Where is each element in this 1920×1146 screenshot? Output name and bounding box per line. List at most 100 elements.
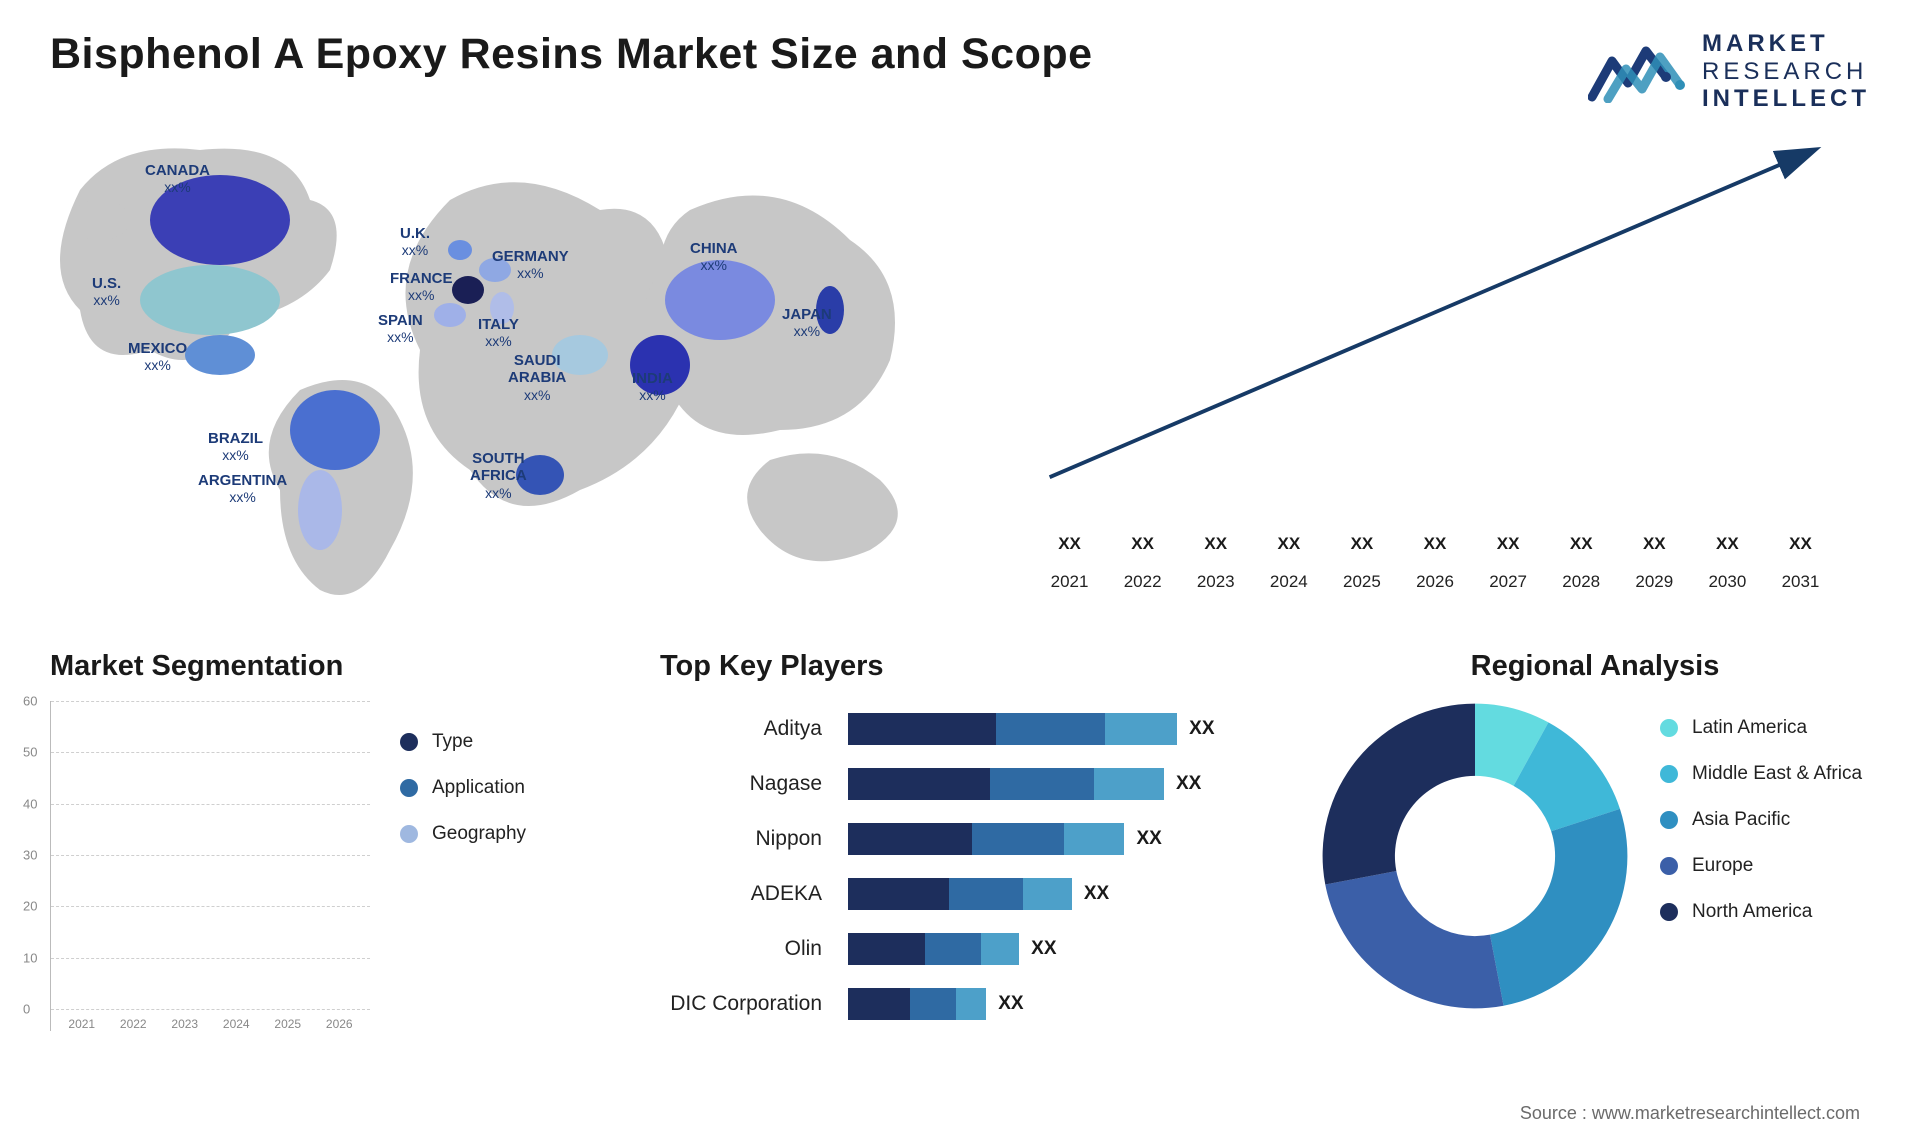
- map-label: SOUTHAFRICAxx%: [470, 450, 527, 501]
- keyplayers-panel: Top Key Players AdityaNagaseNipponADEKAO…: [660, 650, 1270, 1070]
- page-title: Bisphenol A Epoxy Resins Market Size and…: [50, 30, 1093, 79]
- keyplayer-bar-segment: [956, 988, 986, 1020]
- keyplayer-bar-segment: [910, 988, 956, 1020]
- keyplayer-row: XX: [848, 713, 1270, 745]
- map-label: ARGENTINAxx%: [198, 472, 287, 505]
- segmentation-y-tick: 40: [23, 796, 37, 811]
- regional-donut: [1320, 701, 1630, 1011]
- legend-label: North America: [1692, 901, 1812, 923]
- segmentation-x-tick: 2022: [113, 1017, 155, 1031]
- legend-swatch-icon: [1660, 811, 1678, 829]
- keyplayers-labels: AdityaNagaseNipponADEKAOlinDIC Corporati…: [660, 701, 830, 1031]
- segmentation-x-tick: 2023: [164, 1017, 206, 1031]
- keyplayer-bar-segment: [990, 768, 1094, 800]
- growth-x-tick: 2028: [1552, 572, 1611, 592]
- growth-x-tick: 2024: [1259, 572, 1318, 592]
- legend-label: Latin America: [1692, 717, 1807, 739]
- keyplayer-label: Nagase: [660, 772, 830, 796]
- logo-line3: INTELLECT: [1702, 85, 1870, 112]
- legend-label: Geography: [432, 823, 526, 845]
- growth-x-tick: 2031: [1771, 572, 1830, 592]
- keyplayer-bar: [848, 878, 1072, 910]
- keyplayer-bar-segment: [949, 878, 1023, 910]
- growth-bar-value: XX: [1625, 534, 1684, 554]
- keyplayer-label: Aditya: [660, 717, 830, 741]
- growth-x-tick: 2027: [1479, 572, 1538, 592]
- legend-item: Geography: [400, 823, 610, 845]
- regional-legend: Latin America Middle East & Africa Asia Pa…: [1660, 701, 1870, 923]
- keyplayer-bar: [848, 933, 1019, 965]
- keyplayer-bar-segment: [925, 933, 981, 965]
- keyplayer-bar-segment: [848, 878, 949, 910]
- keyplayers-title: Top Key Players: [660, 650, 1270, 683]
- segmentation-y-tick: 30: [23, 848, 37, 863]
- legend-item: Asia Pacific: [1660, 809, 1870, 831]
- map-highlight: [452, 276, 484, 304]
- legend-item: Europe: [1660, 855, 1870, 877]
- legend-label: Middle East & Africa: [1692, 763, 1862, 785]
- keyplayer-bar-segment: [972, 823, 1063, 855]
- legend-swatch-icon: [1660, 719, 1678, 737]
- segmentation-title: Market Segmentation: [50, 650, 610, 683]
- growth-bar-value: XX: [1698, 534, 1757, 554]
- map-label: SPAINxx%: [378, 312, 423, 345]
- segmentation-gridline: [51, 1009, 370, 1010]
- legend-label: Asia Pacific: [1692, 809, 1790, 831]
- growth-bar-value: XX: [1552, 534, 1611, 554]
- growth-bar-value: XX: [1259, 534, 1318, 554]
- segmentation-x-tick: 2024: [216, 1017, 258, 1031]
- keyplayer-value: XX: [1176, 773, 1201, 795]
- segmentation-gridline: [51, 958, 370, 959]
- keyplayer-bar-segment: [1105, 713, 1177, 745]
- growth-bars: XXXXXXXXXXXXXXXXXXXXXX: [1040, 200, 1830, 562]
- map-highlight: [298, 470, 342, 550]
- segmentation-x-tick: 2026: [319, 1017, 361, 1031]
- segmentation-gridline: [51, 752, 370, 753]
- brand-logo: MARKET RESEARCH INTELLECT: [1588, 30, 1870, 113]
- segmentation-gridline: [51, 906, 370, 907]
- keyplayer-bar-segment: [848, 768, 990, 800]
- growth-x-axis: 2021202220232024202520262027202820292030…: [1040, 572, 1830, 592]
- legend-item: Type: [400, 731, 610, 753]
- keyplayer-value: XX: [1136, 828, 1161, 850]
- keyplayer-bar-segment: [1094, 768, 1164, 800]
- segmentation-y-tick: 0: [23, 1002, 30, 1017]
- growth-bar-value: XX: [1479, 534, 1538, 554]
- keyplayer-bar: [848, 713, 1177, 745]
- map-label: BRAZILxx%: [208, 430, 263, 463]
- growth-x-tick: 2026: [1405, 572, 1464, 592]
- segmentation-legend: TypeApplicationGeography: [400, 701, 610, 1031]
- map-label: U.K.xx%: [400, 225, 430, 258]
- keyplayer-value: XX: [998, 993, 1023, 1015]
- keyplayer-bar-segment: [848, 823, 972, 855]
- growth-bar-value: XX: [1332, 534, 1391, 554]
- map-label: U.S.xx%: [92, 275, 121, 308]
- growth-bar-value: XX: [1113, 534, 1172, 554]
- growth-bar-value: XX: [1186, 534, 1245, 554]
- map-highlight: [290, 390, 380, 470]
- keyplayer-value: XX: [1189, 718, 1214, 740]
- keyplayer-bar-segment: [848, 933, 925, 965]
- map-label: GERMANYxx%: [492, 248, 569, 281]
- keyplayer-row: XX: [848, 933, 1270, 965]
- segmentation-gridline: [51, 701, 370, 702]
- keyplayer-bar-segment: [1023, 878, 1072, 910]
- growth-x-tick: 2021: [1040, 572, 1099, 592]
- keyplayer-label: DIC Corporation: [660, 992, 830, 1016]
- map-label: ITALYxx%: [478, 316, 519, 349]
- legend-swatch-icon: [1660, 903, 1678, 921]
- regional-panel: Regional Analysis Latin AmericaMiddle Ea…: [1320, 650, 1870, 1070]
- segmentation-y-tick: 50: [23, 745, 37, 760]
- growth-x-tick: 2030: [1698, 572, 1757, 592]
- legend-item: Middle East & Africa: [1660, 763, 1870, 785]
- segmentation-y-tick: 10: [23, 950, 37, 965]
- growth-bar-value: XX: [1771, 534, 1830, 554]
- donut-slice: [1323, 704, 1475, 885]
- legend-label: Type: [432, 731, 473, 753]
- segmentation-x-axis: 202120222023202420252026: [61, 1017, 360, 1031]
- keyplayers-bars: XXXXXXXXXXXX: [848, 701, 1270, 1031]
- map-label: CHINAxx%: [690, 240, 738, 273]
- growth-chart: XXXXXXXXXXXXXXXXXXXXXX 20212022202320242…: [1020, 130, 1870, 600]
- growth-x-tick: 2029: [1625, 572, 1684, 592]
- keyplayer-row: XX: [848, 823, 1270, 855]
